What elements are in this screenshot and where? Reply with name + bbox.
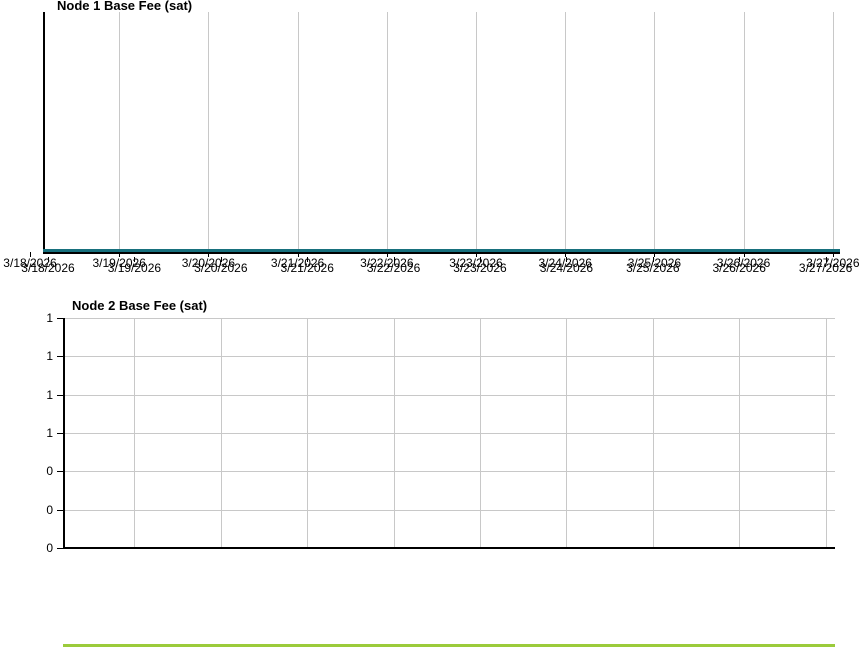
y-axis-tick-mark bbox=[57, 394, 63, 396]
chart-title-node-2: Node 2 Base Fee (sat) bbox=[72, 298, 208, 313]
x-axis-tick-mark bbox=[743, 252, 745, 257]
x-axis-tick-mark bbox=[652, 257, 654, 262]
gridline-horizontal bbox=[63, 394, 835, 396]
y-axis-tick-label-wrap: 1 bbox=[31, 350, 53, 362]
y-axis-tick-label-wrap: 0 bbox=[31, 465, 53, 477]
gridline-vertical bbox=[476, 12, 477, 253]
x-axis-tick-label: 3/23/2026 bbox=[449, 256, 503, 270]
gridline-vertical bbox=[654, 12, 656, 253]
gridline-vertical bbox=[297, 12, 299, 253]
x-axis-tick-mark bbox=[297, 252, 299, 257]
gridline-vertical bbox=[832, 12, 834, 253]
x-axis-tick-mark bbox=[565, 252, 567, 257]
plot-area-node-1 bbox=[43, 12, 840, 253]
y-axis-line-node-1 bbox=[43, 12, 45, 254]
x-axis-tick-mark bbox=[48, 257, 49, 262]
gridline-horizontal bbox=[63, 471, 835, 473]
x-axis-tick-mark bbox=[825, 257, 827, 262]
x-axis-tick-label: 3/22/2026 bbox=[360, 256, 414, 270]
x-axis-tick-label: 3/19/2026 bbox=[107, 261, 162, 275]
gridline-vertical bbox=[565, 12, 567, 253]
x-axis-tick-label: 3/24/2026 bbox=[538, 256, 592, 270]
chart-title-node-1: Node 1 Base Fee (sat) bbox=[57, 0, 193, 13]
x-axis-tick-mark bbox=[480, 257, 481, 262]
gridline-vertical bbox=[743, 12, 745, 253]
x-axis-tick-label: 3/26/2026 bbox=[712, 261, 766, 275]
x-axis-tick-mark bbox=[832, 252, 834, 257]
x-axis-tick-mark bbox=[476, 252, 477, 257]
gridline-horizontal bbox=[63, 356, 835, 358]
x-axis-tick-label: 3/18/2026 bbox=[21, 261, 75, 275]
gridline-vertical bbox=[208, 12, 210, 253]
x-axis-tick-mark bbox=[119, 252, 121, 257]
y-axis-tick-mark bbox=[57, 432, 63, 434]
x-axis-tick-mark bbox=[654, 252, 656, 257]
y-axis-tick-label: 0 bbox=[46, 540, 53, 555]
x-axis-tick-label: 3/25/2026 bbox=[627, 256, 682, 270]
x-axis-tick-label: 3/20/2026 bbox=[194, 261, 248, 275]
y-axis-tick-mark bbox=[57, 318, 63, 319]
y-axis-tick-mark bbox=[57, 547, 63, 549]
y-axis-tick-label-wrap: 0 bbox=[31, 542, 53, 554]
x-axis-tick-label: 3/23/2026 bbox=[453, 261, 507, 275]
x-axis-tick-label: 3/27/2026 bbox=[798, 261, 853, 275]
x-axis-tick-mark bbox=[208, 252, 210, 257]
y-axis-tick-label-wrap: 1 bbox=[31, 389, 53, 401]
y-axis-tick-mark bbox=[57, 509, 63, 511]
x-axis-tick-mark bbox=[30, 252, 31, 257]
plot-area-node-2 bbox=[63, 318, 835, 549]
y-axis-tick-label: 0 bbox=[46, 502, 53, 517]
gridline-horizontal bbox=[63, 509, 835, 511]
x-axis-tick-label: 3/21/2026 bbox=[280, 261, 334, 275]
y-axis-tick-label-wrap: 0 bbox=[31, 504, 53, 516]
x-axis-tick-label: 3/19/2026 bbox=[92, 256, 146, 270]
gridline-vertical bbox=[386, 12, 388, 253]
x-axis-tick-label: 3/26/2026 bbox=[716, 256, 771, 270]
x-axis-line-node-1 bbox=[43, 252, 840, 254]
x-axis-tick-label: 3/21/2026 bbox=[270, 256, 325, 270]
x-axis-tick-mark bbox=[566, 257, 568, 262]
gridline-horizontal bbox=[63, 318, 835, 319]
x-axis-tick-mark bbox=[393, 257, 395, 262]
x-axis-tick-mark bbox=[386, 252, 388, 257]
x-axis-tick-mark bbox=[220, 257, 222, 262]
x-axis-tick-mark bbox=[134, 257, 136, 262]
chart-panel-node-1: Node 1 Base Fee (sat) 3/18/2026 3/19/2026… bbox=[0, 0, 860, 290]
y-axis-tick-mark bbox=[57, 356, 63, 358]
y-axis-tick-label: 1 bbox=[46, 425, 53, 440]
x-axis-tick-mark bbox=[739, 257, 741, 262]
x-axis-tick-label: 3/25/2026 bbox=[626, 261, 680, 275]
y-axis-tick-mark bbox=[57, 471, 63, 473]
x-axis-tick-label: 3/24/2026 bbox=[539, 261, 594, 275]
y-axis-tick-label: 1 bbox=[46, 311, 53, 325]
y-axis-tick-label: 1 bbox=[46, 387, 53, 402]
y-axis-tick-label-wrap: 1 bbox=[31, 312, 53, 324]
x-axis-line-node-2 bbox=[63, 547, 835, 549]
y-axis-line-node-2 bbox=[63, 318, 65, 548]
y-axis-tick-label: 0 bbox=[46, 464, 53, 479]
x-axis-tick-label: 3/27/2026 bbox=[806, 256, 860, 270]
y-axis-tick-label: 1 bbox=[46, 349, 53, 364]
x-axis-tick-label: 3/22/2026 bbox=[366, 261, 421, 275]
data-series-line-node-1 bbox=[43, 249, 840, 252]
gridline-horizontal bbox=[63, 432, 835, 434]
y-axis-tick-label-wrap: 1 bbox=[31, 427, 53, 439]
gridline-vertical bbox=[119, 12, 121, 253]
x-axis-tick-label: 3/18/2026 bbox=[3, 256, 57, 270]
x-axis-tick-mark bbox=[307, 257, 309, 262]
